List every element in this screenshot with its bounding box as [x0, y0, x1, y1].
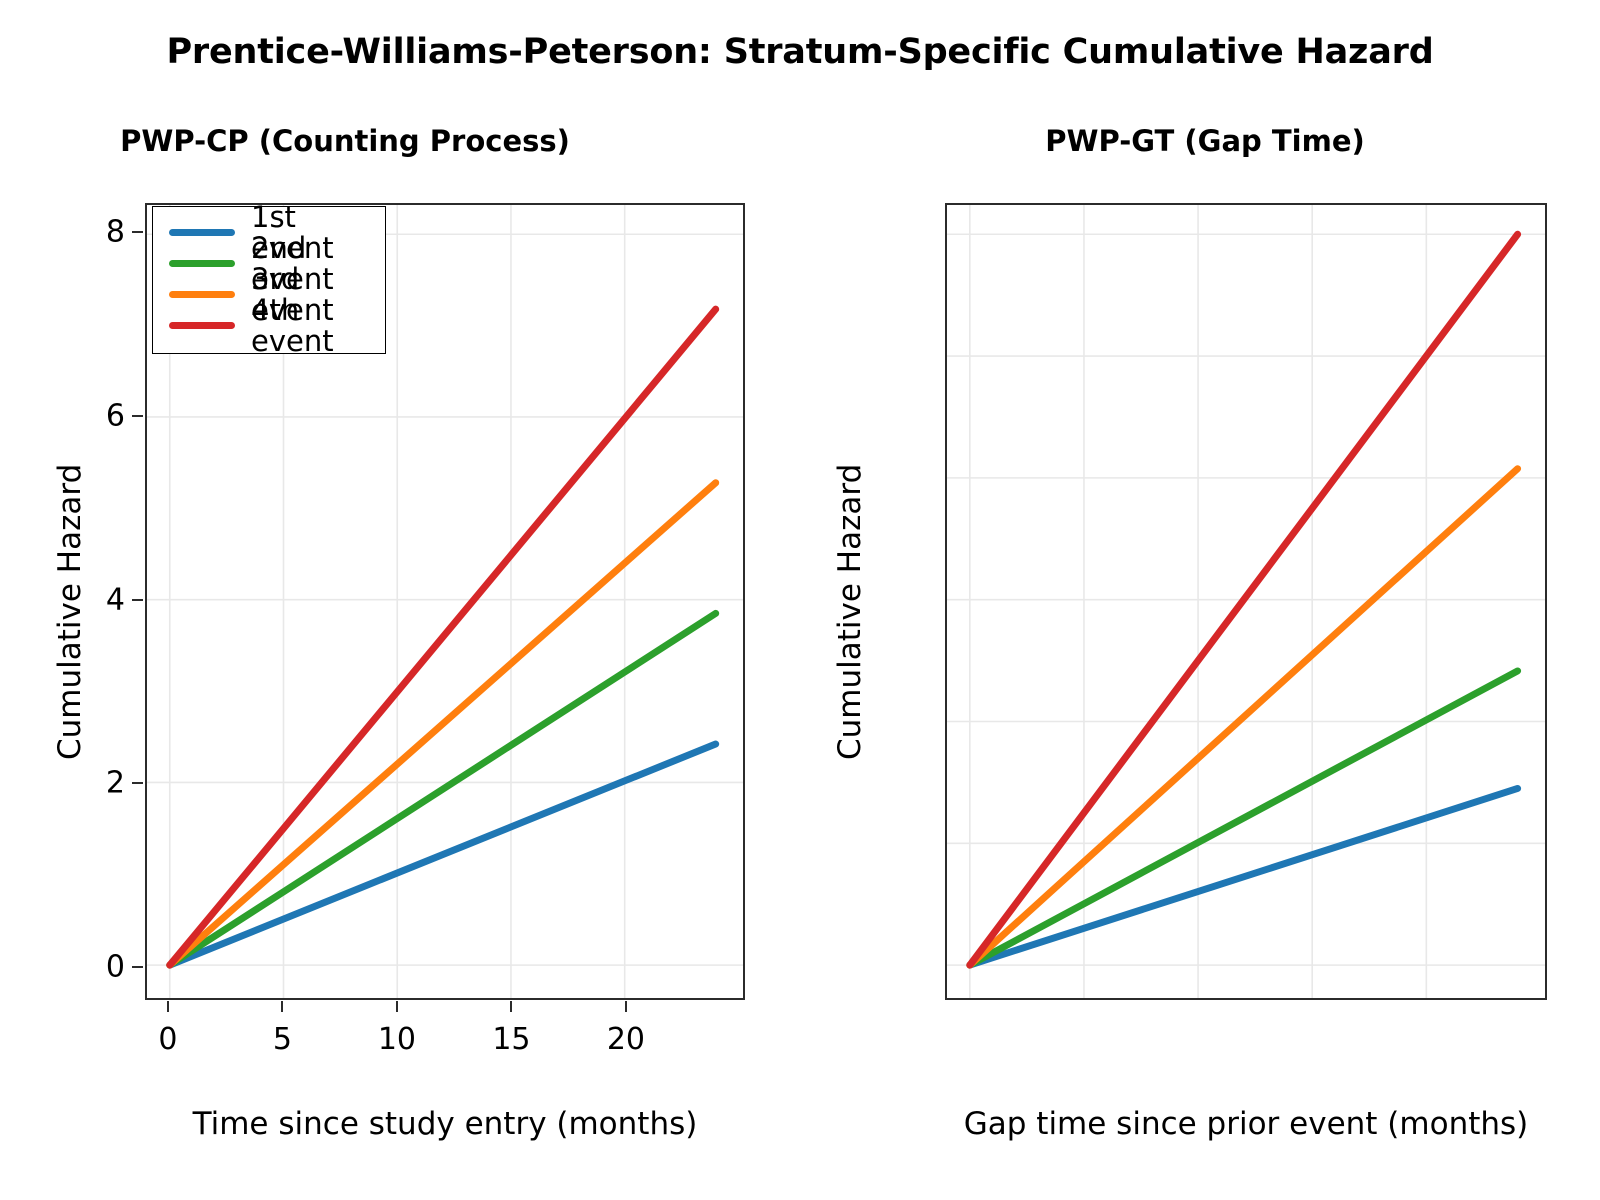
legend-item[interactable]: 4th event [169, 294, 369, 356]
x-axis-label-left: Time since study entry (months) [192, 1106, 698, 1142]
x-tick-label: 5 [272, 1022, 292, 1057]
legend-left: 1st event 2nd event 3rd event 4th event [152, 201, 386, 356]
subplot-title-right: PWP-GT (Gap Time) [1045, 124, 1365, 158]
y-tick-label: 2 [105, 765, 125, 801]
series-line [166, 740, 720, 969]
y-axis-label-left: Cumulative Hazard [52, 463, 88, 760]
subplot-pwp-gt: PWP-GT (Gap Time) 02468101205101520 Gap … [790, 0, 1600, 1200]
legend-swatch-4th-event [169, 322, 235, 329]
figure-suptitle: Prentice-Williams-Peterson: Stratum-Spec… [166, 32, 1434, 72]
legend-item[interactable]: 3rd event [169, 263, 369, 325]
series-line [966, 785, 1522, 969]
x-tick-mark [624, 1001, 627, 1012]
legend-swatch-3rd-event [169, 291, 235, 298]
x-tick-mark [395, 1001, 398, 1012]
y-tick-mark [132, 415, 143, 418]
y-tick-mark [132, 598, 143, 601]
y-tick-mark [132, 231, 143, 234]
y-tick-mark [132, 782, 143, 785]
series-line [966, 230, 1522, 969]
legend-label-3rd-event: 3rd event [251, 261, 334, 327]
legend-label-4th-event: 4th event [251, 292, 334, 358]
x-tick-label: 0 [158, 1022, 178, 1057]
y-tick-label: 8 [105, 214, 125, 250]
series-line [166, 479, 720, 969]
x-tick-mark [281, 1001, 284, 1012]
y-tick-label: 0 [105, 949, 125, 985]
legend-label-1st-event: 1st event [251, 199, 334, 265]
subplot-title-left: PWP-CP (Counting Process) [120, 124, 570, 158]
x-tick-label: 20 [606, 1022, 645, 1057]
y-tick-mark [132, 965, 143, 968]
plot-area-right [945, 203, 1547, 1000]
legend-swatch-1st-event [169, 229, 235, 236]
x-axis-label-right: Gap time since prior event (months) [963, 1106, 1529, 1142]
series-line [166, 609, 720, 969]
x-tick-label: 15 [492, 1022, 531, 1057]
series-line [966, 465, 1522, 969]
x-tick-mark [166, 1001, 169, 1012]
subplot-pwp-cp: PWP-CP (Counting Process) 0 2 4 6 8 0 5 10 15 20 … [52, 124, 745, 1142]
y-axis-label-right: Cumulative Hazard [832, 463, 868, 760]
legend-item[interactable]: 2nd event [169, 232, 369, 294]
legend-item[interactable]: 1st event [169, 201, 369, 263]
series-line [166, 305, 720, 969]
y-tick-label: 6 [105, 398, 125, 434]
legend-label-2nd-event: 2nd event [251, 230, 334, 296]
series-line [966, 667, 1522, 969]
x-tick-mark [510, 1001, 513, 1012]
x-tick-label: 10 [377, 1022, 416, 1057]
y-tick-label: 4 [105, 582, 125, 618]
legend-swatch-2nd-event [169, 260, 235, 267]
